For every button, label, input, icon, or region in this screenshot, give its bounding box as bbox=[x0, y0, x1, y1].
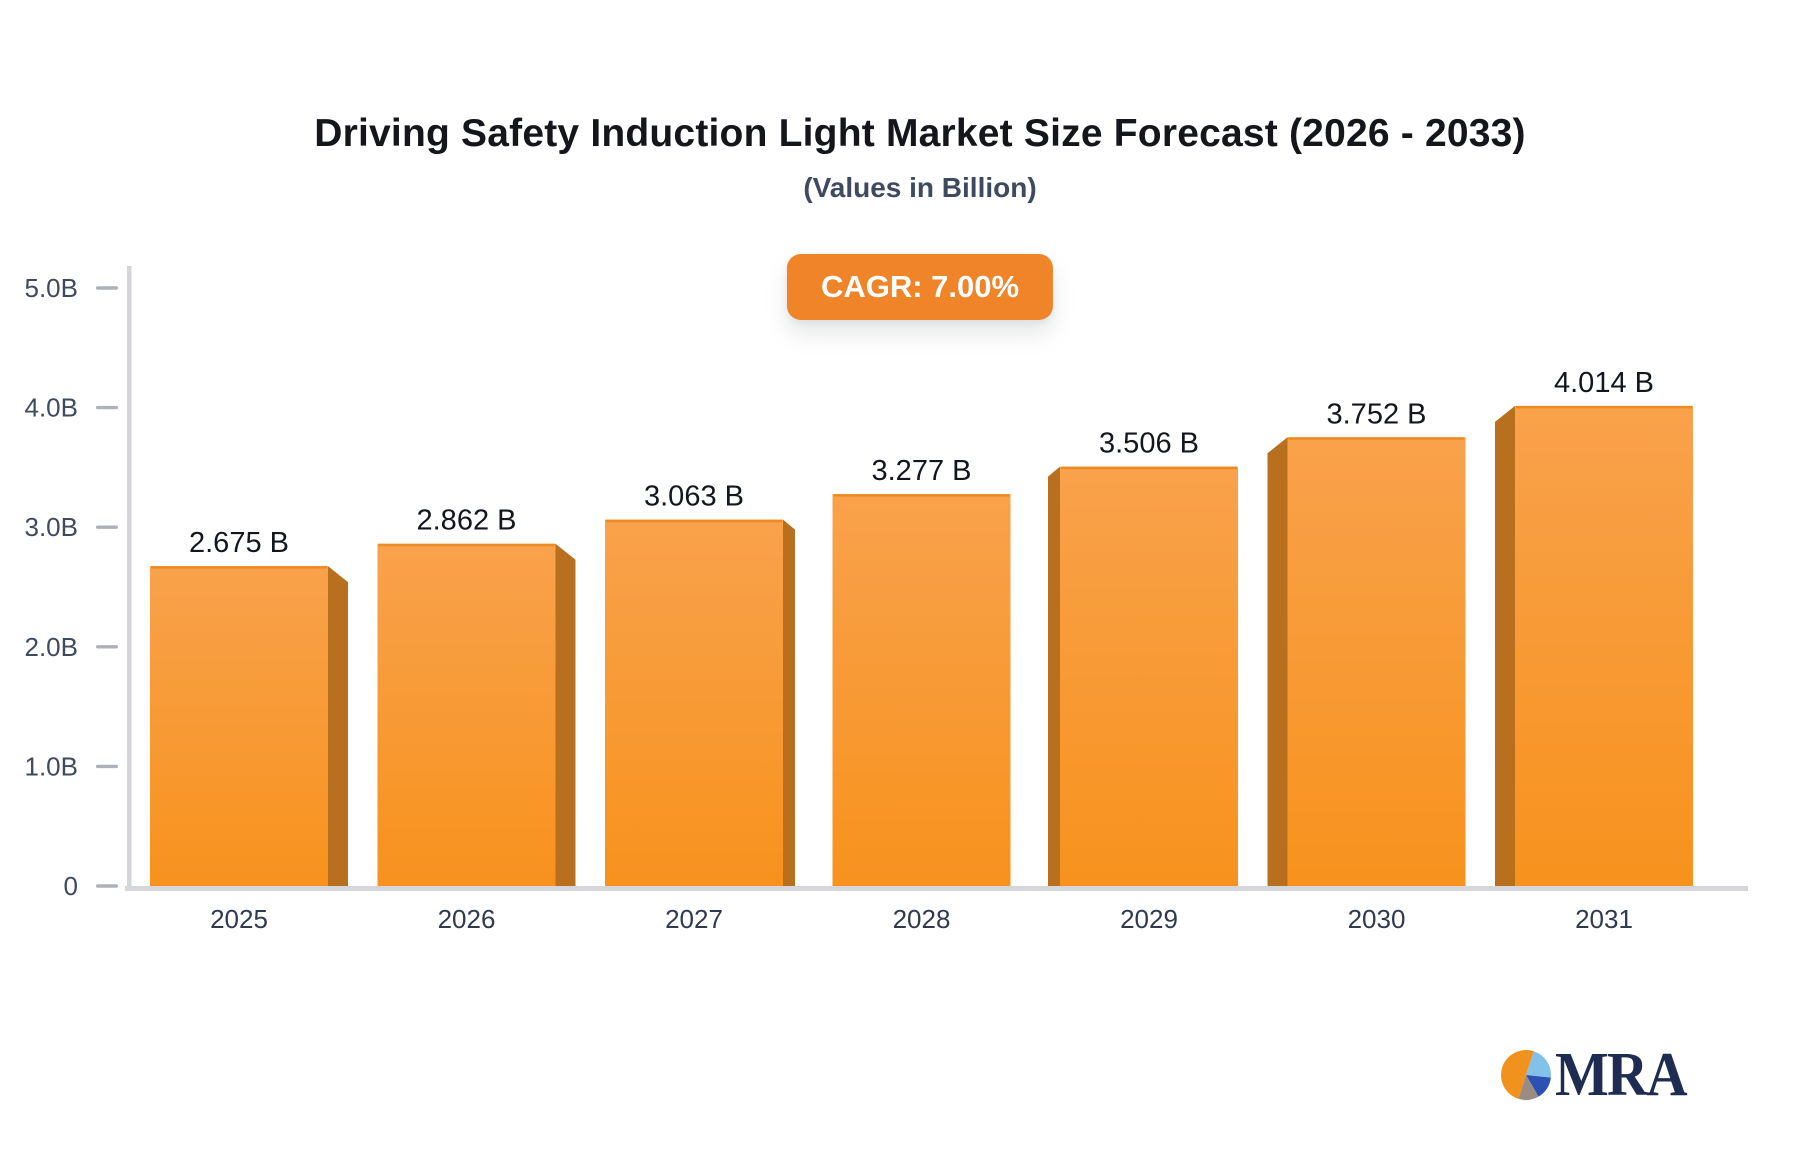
light-blue-slice bbox=[1525, 1051, 1551, 1078]
brand-logo: MRA bbox=[1500, 1044, 1697, 1106]
y-tick-dash bbox=[96, 405, 118, 410]
x-axis-label-2030: 2030 bbox=[1348, 904, 1406, 934]
bar-side-face bbox=[1267, 437, 1288, 886]
bar-side-face bbox=[555, 543, 576, 886]
y-tick-dash bbox=[96, 884, 118, 888]
bar-value-label: 4.014 B bbox=[1554, 367, 1654, 399]
y-tick-label: 2.0B bbox=[25, 632, 79, 662]
bar-2029: 3.506 B bbox=[1048, 428, 1238, 886]
bar-value-label: 3.752 B bbox=[1327, 398, 1427, 430]
bar-front-face bbox=[1287, 437, 1466, 886]
x-axis-label-2028: 2028 bbox=[893, 904, 951, 934]
royal-blue-slice bbox=[1525, 1075, 1551, 1097]
bar-front-face bbox=[832, 494, 1011, 886]
orange-slice bbox=[1500, 1050, 1534, 1099]
bar-2027: 3.063 B bbox=[605, 481, 795, 886]
bar-front-face bbox=[377, 543, 556, 886]
taupe-slice bbox=[1518, 1075, 1539, 1100]
bar-value-label: 2.675 B bbox=[189, 527, 289, 559]
y-tick-label: 5.0B bbox=[25, 273, 79, 303]
bar-value-label: 2.862 B bbox=[417, 505, 517, 537]
x-axis-label-2025: 2025 bbox=[210, 904, 268, 934]
bar-front-face bbox=[605, 519, 783, 886]
y-axis-line bbox=[127, 266, 132, 890]
x-axis-label-2029: 2029 bbox=[1120, 904, 1178, 934]
y-tick-dash bbox=[96, 525, 118, 529]
x-axis-label-2027: 2027 bbox=[665, 904, 723, 934]
logo-text: MRA bbox=[1554, 1041, 1688, 1109]
bar-2028: 3.277 B bbox=[832, 455, 1011, 886]
bar-side-face bbox=[1048, 466, 1060, 886]
y-tick-dash bbox=[96, 764, 118, 769]
pie-chart-icon bbox=[1500, 1050, 1551, 1100]
bar-2026: 2.862 B bbox=[377, 505, 576, 886]
y-tick-label: 3.0B bbox=[25, 512, 79, 542]
bar-front-face bbox=[1515, 405, 1693, 886]
bar-value-label: 3.277 B bbox=[872, 455, 972, 487]
bar-value-label: 3.506 B bbox=[1099, 428, 1199, 460]
bar-value-label: 3.063 B bbox=[644, 481, 744, 513]
bar-side-face bbox=[1495, 405, 1515, 886]
y-tick-dash bbox=[96, 645, 118, 649]
bar-2031: 4.014 B bbox=[1495, 367, 1693, 886]
y-tick-label: 0 bbox=[64, 871, 78, 901]
x-axis-label-2026: 2026 bbox=[438, 904, 496, 934]
y-tick-label: 1.0B bbox=[25, 751, 79, 781]
x-axis-label-2031: 2031 bbox=[1575, 904, 1633, 934]
bar-front-face bbox=[1060, 466, 1238, 886]
y-tick-dash bbox=[96, 286, 118, 290]
bar-front-face bbox=[150, 566, 328, 886]
x-axis-line bbox=[125, 886, 1748, 891]
y-tick-label: 4.0B bbox=[25, 393, 79, 423]
bar-2030: 3.752 B bbox=[1267, 398, 1466, 886]
bar-side-face bbox=[328, 566, 348, 886]
cagr-badge: CAGR: 7.00% bbox=[786, 254, 1054, 320]
bar-2025: 2.675 B bbox=[150, 527, 348, 886]
page-subtitle: (Values in Billion) bbox=[803, 172, 1037, 203]
bar-side-face bbox=[783, 519, 795, 886]
page-title: Driving Safety Induction Light Market Si… bbox=[314, 112, 1526, 155]
